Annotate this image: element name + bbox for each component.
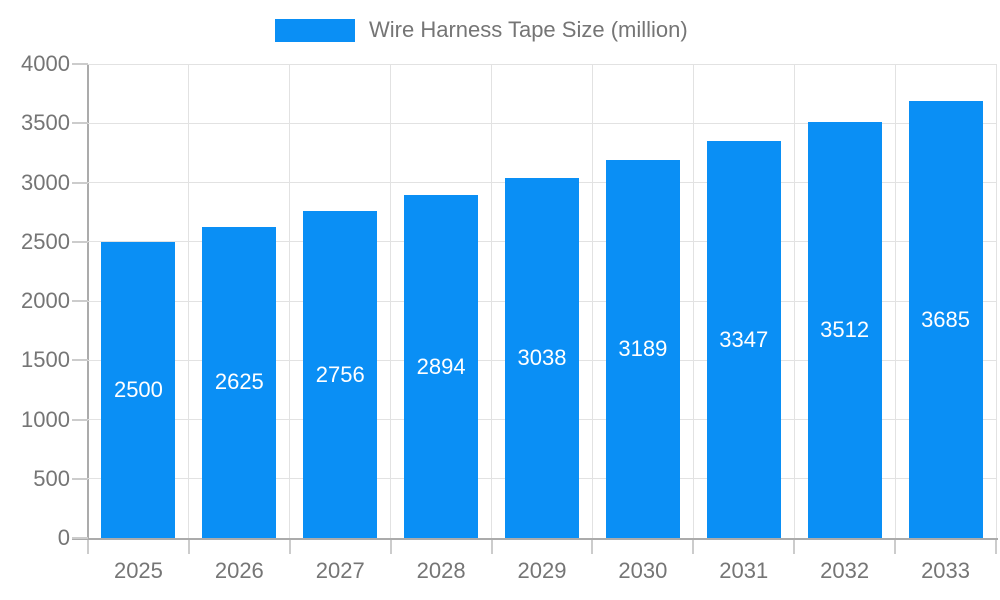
x-gridline	[793, 64, 795, 538]
x-tick-label: 2026	[214, 558, 264, 583]
y-tick-mark	[72, 418, 88, 421]
y-tick-label: 3000	[21, 169, 70, 195]
y-tick-label: 1000	[21, 406, 70, 432]
x-axis-line	[72, 538, 998, 540]
y-axis-line	[87, 64, 89, 554]
x-tick-mark	[187, 540, 190, 554]
x-gridline	[591, 64, 593, 538]
y-tick-label: 1500	[21, 347, 70, 373]
bar-value-label: 3347	[719, 326, 769, 352]
bar[interactable]	[101, 241, 176, 538]
x-gridline	[188, 64, 190, 538]
x-tick-label: 2030	[618, 558, 668, 583]
y-tick-mark	[72, 240, 88, 243]
y-tick-label: 3500	[21, 110, 70, 136]
x-tick-label: 2029	[517, 558, 567, 583]
x-gridline	[491, 64, 493, 538]
x-gridline	[390, 64, 392, 538]
bar-value-label: 3512	[820, 316, 870, 342]
x-tick-mark	[389, 540, 392, 554]
x-tick-label: 2027	[315, 558, 365, 583]
chart-title: Wire Harness Tape Size (million)	[369, 17, 688, 42]
x-tick-mark	[490, 540, 493, 554]
x-tick-mark	[692, 540, 695, 554]
bar[interactable]	[706, 141, 781, 538]
bar-value-label: 3038	[517, 344, 567, 370]
y-tick-label: 0	[57, 525, 70, 550]
bar-value-label: 2756	[315, 361, 365, 387]
x-tick-mark	[591, 540, 594, 554]
x-tick-mark	[793, 540, 796, 554]
x-tick-label: 2031	[719, 558, 769, 583]
y-tick-label: 2500	[21, 228, 70, 254]
bar[interactable]	[202, 226, 277, 538]
y-tick-label: 2000	[21, 288, 70, 313]
bar[interactable]	[807, 121, 882, 538]
y-tick-mark	[72, 537, 88, 539]
bar[interactable]	[303, 211, 378, 538]
x-tick-mark	[995, 540, 997, 554]
y-tick-mark	[72, 477, 88, 480]
chart-legend[interactable]: Wire Harness Tape Size (million)	[275, 17, 688, 43]
x-gridline	[289, 64, 291, 538]
y-tick-mark	[72, 300, 88, 302]
legend-swatch[interactable]	[275, 18, 355, 42]
bar-value-label: 2500	[113, 376, 163, 402]
y-tick-label: 500	[33, 465, 70, 491]
x-gridline	[894, 64, 896, 538]
bar-value-label: 2625	[214, 369, 264, 395]
y-tick-mark	[72, 181, 88, 184]
bar[interactable]	[605, 160, 680, 538]
y-gridline	[88, 122, 996, 124]
x-tick-mark	[87, 540, 89, 554]
x-tick-label: 2025	[113, 558, 163, 583]
x-gridline	[692, 64, 694, 538]
x-tick-label: 2033	[921, 558, 971, 583]
x-tick-mark	[288, 540, 291, 554]
x-tick-label: 2032	[820, 558, 870, 583]
bar-value-label: 3189	[618, 336, 668, 362]
bar-value-label: 2894	[416, 353, 466, 379]
x-tick-label: 2028	[416, 558, 466, 583]
y-tick-mark	[72, 359, 88, 362]
y-gridline	[88, 63, 996, 65]
bar[interactable]	[404, 195, 479, 538]
x-gridline	[995, 64, 997, 538]
bar[interactable]	[505, 177, 579, 538]
bar[interactable]	[908, 101, 983, 538]
y-tick-label: 4000	[21, 51, 70, 76]
y-tick-mark	[72, 63, 88, 65]
bar-value-label: 3685	[921, 306, 971, 332]
y-tick-mark	[72, 122, 88, 125]
x-tick-mark	[894, 540, 897, 554]
